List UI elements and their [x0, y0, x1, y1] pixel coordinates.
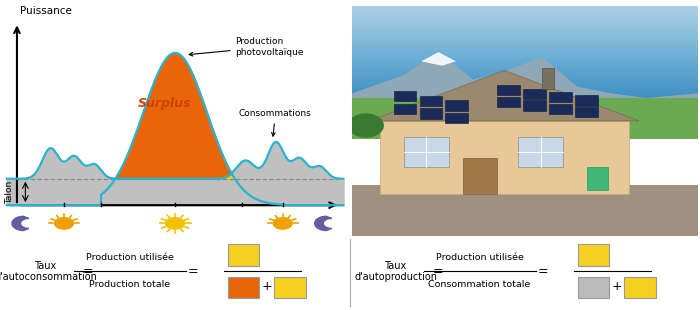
Bar	[497, 97, 520, 107]
Text: Production utilisée: Production utilisée	[435, 253, 524, 263]
Text: +: +	[612, 280, 623, 293]
Bar	[393, 91, 416, 101]
Circle shape	[166, 218, 185, 229]
Bar	[419, 96, 442, 106]
Bar	[587, 167, 608, 190]
Text: Taux
d'autoproduction: Taux d'autoproduction	[354, 260, 437, 282]
Bar	[274, 277, 306, 298]
Bar	[228, 277, 259, 298]
Bar	[550, 104, 572, 114]
Text: Puissance: Puissance	[20, 6, 72, 16]
Text: +: +	[262, 280, 273, 293]
Polygon shape	[315, 216, 332, 231]
Bar	[404, 137, 449, 167]
Bar	[352, 98, 698, 139]
Bar	[228, 244, 259, 266]
Bar	[445, 113, 468, 123]
Text: Surplus: Surplus	[138, 97, 192, 110]
Bar	[524, 100, 546, 111]
Bar	[445, 100, 468, 111]
Bar	[518, 137, 563, 167]
Text: =: =	[432, 265, 443, 278]
Bar	[624, 277, 656, 298]
Bar	[463, 157, 497, 194]
Text: Consommation totale: Consommation totale	[428, 280, 531, 289]
Text: Production utilisée: Production utilisée	[85, 253, 174, 263]
Polygon shape	[12, 216, 29, 231]
Text: Talon: Talon	[5, 180, 13, 204]
Polygon shape	[352, 52, 698, 109]
Circle shape	[55, 218, 74, 229]
Bar	[352, 185, 698, 236]
Bar	[524, 89, 546, 99]
Text: Production totale: Production totale	[89, 280, 170, 289]
Bar	[380, 121, 629, 194]
Text: Production
photovoltaïque: Production photovoltaïque	[189, 37, 304, 56]
Bar	[393, 104, 416, 114]
Bar	[550, 92, 572, 102]
Polygon shape	[421, 52, 456, 66]
Bar	[575, 95, 598, 105]
Bar	[497, 85, 520, 95]
Text: Consommations: Consommations	[239, 109, 312, 136]
Circle shape	[273, 218, 292, 229]
Circle shape	[349, 114, 383, 137]
Text: Taux
d'autoconsommation: Taux d'autoconsommation	[0, 260, 97, 282]
Text: =: =	[82, 265, 93, 278]
Text: =: =	[537, 265, 548, 278]
Text: =: =	[187, 265, 198, 278]
Bar	[575, 107, 598, 117]
Bar	[419, 108, 442, 119]
Polygon shape	[370, 70, 639, 121]
Bar	[578, 244, 609, 266]
Bar	[578, 277, 609, 298]
Bar	[542, 68, 554, 89]
